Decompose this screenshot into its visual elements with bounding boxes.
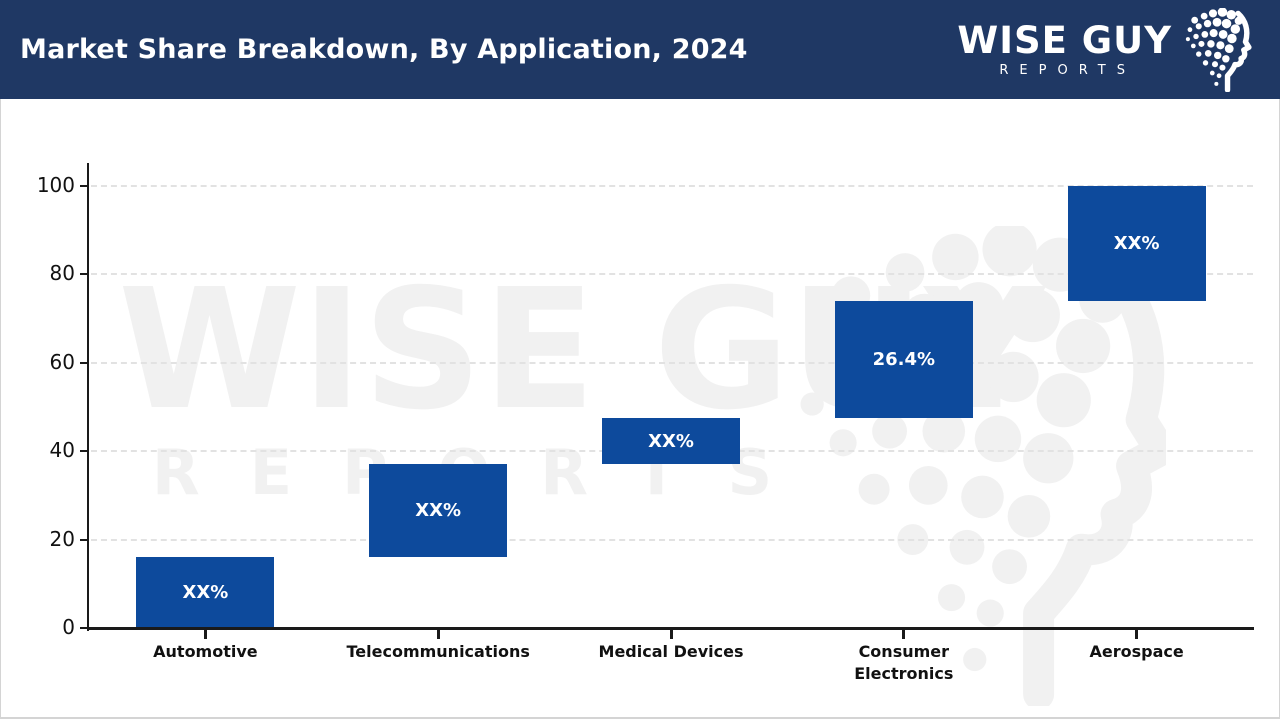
y-tick-mark: [80, 273, 89, 276]
bar: XX%: [1067, 186, 1206, 301]
header: Market Share Breakdown, By Application, …: [0, 0, 1280, 99]
x-axis-label: Medical Devices: [598, 642, 744, 661]
x-tick-mark: [669, 630, 673, 639]
y-tick-mark: [80, 538, 89, 541]
x-axis-label: Consumer Electronics: [854, 642, 954, 683]
left-border-line: [0, 99, 1, 718]
face-dots-icon: [1176, 8, 1254, 92]
brand-logo-text: WISE GUY REPORTS: [957, 22, 1172, 78]
y-tick-label: 80: [49, 261, 75, 286]
bar: 26.4%: [834, 300, 973, 418]
y-tick-mark: [80, 361, 89, 364]
x-axis-label: Automotive: [153, 642, 258, 661]
y-tick-label: 100: [36, 173, 75, 197]
y-tick-label: 0: [62, 615, 75, 639]
y-tick-label: 20: [49, 526, 75, 551]
brand-logo: WISE GUY REPORTS: [957, 8, 1254, 92]
bar: XX%: [602, 417, 740, 465]
bar-value-label: XX%: [415, 500, 462, 522]
bar: XX%: [369, 464, 508, 558]
y-axis-line: [87, 163, 89, 631]
page-title: Market Share Breakdown, By Application, …: [20, 34, 748, 65]
y-tick-label: 60: [49, 349, 75, 374]
brand-name: WISE GUY: [957, 18, 1172, 62]
y-tick-label: 40: [49, 438, 75, 463]
gridline: [91, 185, 1253, 187]
x-axis-label: Telecommunications: [346, 642, 530, 661]
brand-subtitle: REPORTS: [999, 62, 1136, 78]
x-tick-mark: [203, 630, 207, 639]
bar: XX%: [136, 557, 275, 628]
y-tick-mark: [80, 627, 89, 629]
bar-value-label: XX%: [648, 430, 694, 452]
y-tick-mark: [80, 185, 89, 187]
gridline: [91, 361, 1253, 364]
gridline: [91, 538, 1253, 541]
x-tick-mark: [436, 630, 440, 639]
x-axis-line: [87, 627, 1254, 630]
gridline: [91, 273, 1253, 276]
bar-value-label: 26.4%: [872, 348, 936, 370]
bottom-border-line: [0, 717, 1280, 719]
y-tick-mark: [80, 450, 89, 453]
bar-value-label: XX%: [1113, 232, 1160, 254]
x-axis-label: Aerospace: [1089, 642, 1184, 661]
x-tick-mark: [1135, 630, 1139, 639]
bar-value-label: XX%: [182, 582, 229, 604]
x-tick-mark: [902, 630, 906, 639]
